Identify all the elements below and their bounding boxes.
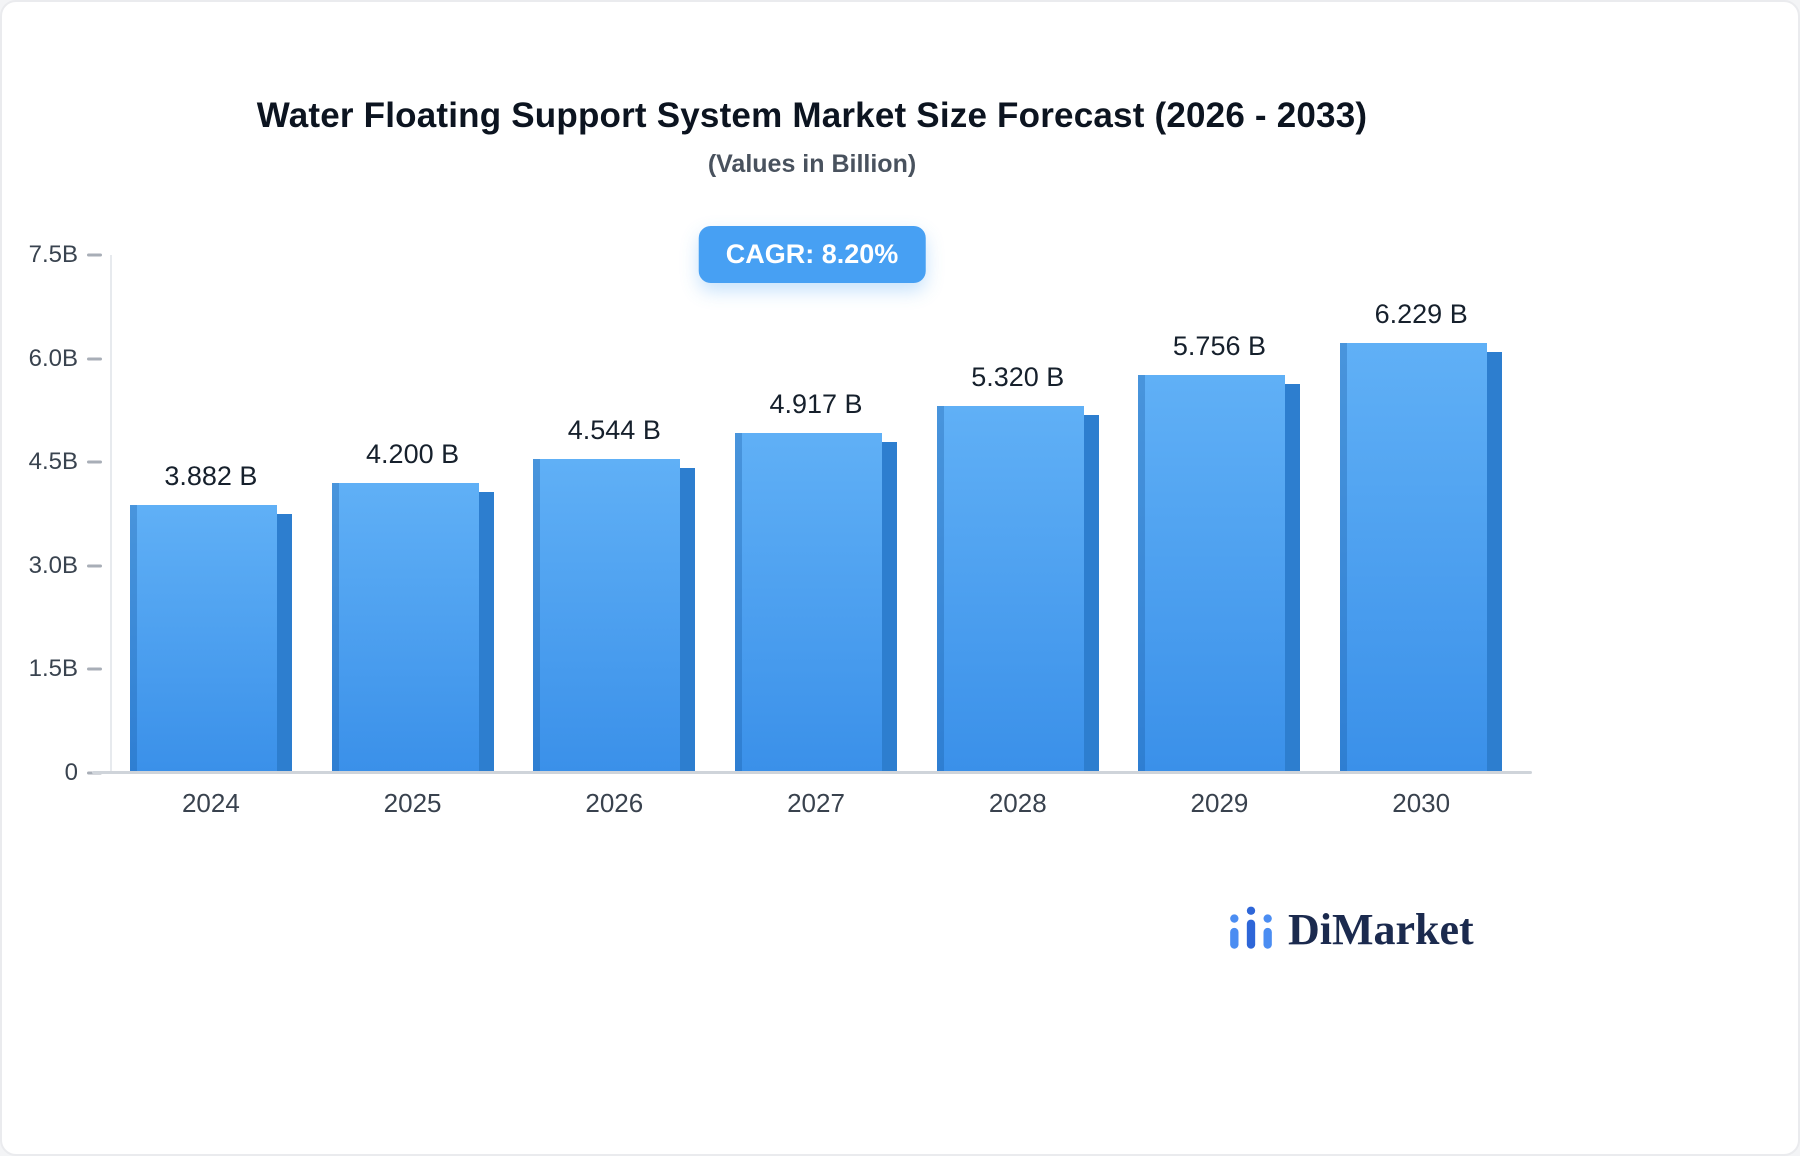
- bar-value-label-2030: 6.229 B: [1374, 298, 1468, 329]
- bar-side-shade: [1487, 351, 1503, 773]
- dimarket-logo: DiMarket: [1226, 905, 1474, 955]
- logo-bars-icon: [1230, 906, 1272, 949]
- bar-side-shade: [1285, 384, 1301, 773]
- x-tick-label-2025: 2025: [383, 788, 442, 818]
- bar-value-label-2026: 4.544 B: [567, 415, 661, 446]
- bar-side-shade: [276, 513, 292, 773]
- y-tick-mark: [87, 253, 102, 257]
- x-tick-label-2028: 2028: [988, 788, 1047, 818]
- x-tick-label-2026: 2026: [585, 788, 644, 818]
- plot-area: 3.882 B 4.200 B 4.544 B 4.917 B 5.320 B 5.756…: [110, 255, 1522, 774]
- bar-face: [735, 433, 883, 773]
- bar-side-shade: [882, 442, 898, 773]
- y-tick-mark: [87, 667, 102, 671]
- x-tick-label-2024: 2024: [181, 788, 240, 818]
- x-tick-label-2029: 2029: [1190, 788, 1249, 818]
- bar-value-label-2027: 4.917 B: [769, 389, 863, 420]
- cagr-badge: CAGR: 8.20%: [698, 226, 926, 283]
- bar-slot-2025: 4.200 B: [312, 255, 514, 774]
- y-tick-label-4.5B: 4.5B: [28, 448, 78, 476]
- bar-2026: [533, 459, 696, 773]
- y-tick-label-1.5B: 1.5B: [28, 655, 78, 683]
- y-tick-label-3.0B: 3.0B: [28, 551, 78, 579]
- bar-2024: [129, 504, 292, 774]
- bar-side-shade: [680, 468, 696, 773]
- y-axis: 0 1.5B 3.0B 4.5B 6.0B 7.5B: [2, 243, 106, 785]
- y-tick-label-0: 0: [64, 759, 78, 786]
- y-tick-mark: [87, 357, 102, 361]
- bar-2030: [1340, 342, 1503, 774]
- bar-slot-2028: 5.320 B: [917, 255, 1119, 774]
- bar-slot-2030: 6.229 B: [1320, 255, 1522, 774]
- page-title: Water Floating Support System Market Siz…: [256, 96, 1368, 135]
- bar-value-label-2024: 3.882 B: [164, 460, 258, 491]
- x-axis-line: [92, 771, 1532, 774]
- y-tick-mark: [87, 564, 102, 568]
- bar-face: [1138, 375, 1286, 773]
- y-tick-mark: [87, 460, 102, 464]
- bar-face: [1340, 342, 1488, 774]
- bar-face: [129, 504, 277, 774]
- logo-text: DiMarket: [1288, 905, 1474, 954]
- bar-2025: [331, 482, 494, 774]
- bar-value-label-2025: 4.200 B: [366, 438, 460, 469]
- bar-2028: [936, 405, 1099, 774]
- bar-face: [533, 459, 681, 773]
- bar-slot-2027: 4.917 B: [715, 255, 917, 773]
- bar-side-shade: [478, 491, 494, 773]
- y-tick-label-6.0B: 6.0B: [28, 344, 78, 372]
- bar-2029: [1138, 375, 1301, 773]
- x-tick-label-2027: 2027: [787, 788, 845, 818]
- bar-face: [331, 482, 479, 774]
- bar-value-label-2029: 5.756 B: [1172, 331, 1266, 362]
- y-tick-label-7.5B: 7.5B: [28, 241, 78, 268]
- chart-subtitle: (Values in Billion): [707, 150, 917, 178]
- x-tick-label-2030: 2030: [1392, 788, 1451, 818]
- bar-slot-2026: 4.544 B: [513, 255, 715, 773]
- bar-value-label-2028: 5.320 B: [971, 361, 1065, 392]
- bar-face: [936, 405, 1084, 774]
- x-axis-labels: 2024 2025 2026 2027 2028 2029 2030: [110, 788, 1522, 819]
- bar-slot-2024: 3.882 B: [110, 255, 312, 774]
- bar-slot-2029: 5.756 B: [1119, 255, 1321, 773]
- bar-2027: [735, 433, 898, 773]
- bar-side-shade: [1083, 414, 1099, 773]
